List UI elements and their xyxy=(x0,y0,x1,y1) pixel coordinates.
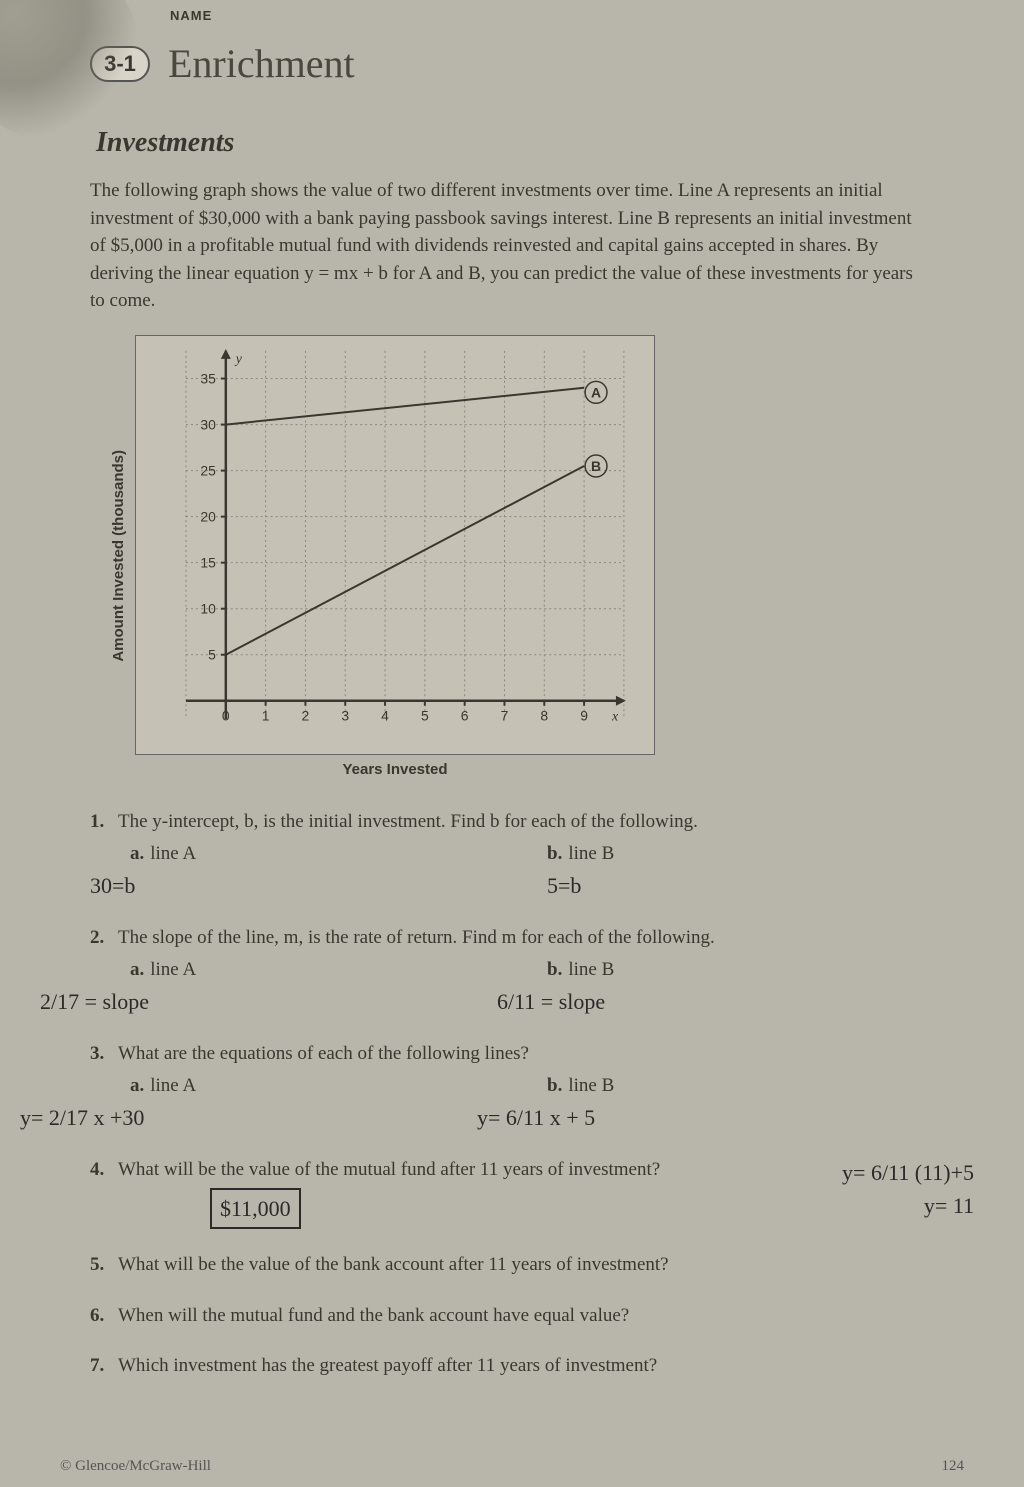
svg-text:30: 30 xyxy=(200,416,216,432)
q1b-answer: 5=b xyxy=(507,869,964,902)
svg-text:15: 15 xyxy=(200,554,216,570)
q-number: 7. xyxy=(90,1352,118,1381)
sub-label-b: b. xyxy=(547,1075,562,1096)
subtitle: Investments xyxy=(96,127,964,159)
svg-text:10: 10 xyxy=(200,600,216,616)
svg-text:35: 35 xyxy=(200,370,216,386)
name-label: NAME xyxy=(170,8,212,23)
q4-work1: y= 6/11 (11)+5 xyxy=(842,1156,974,1189)
page-header: 3-1 Enrichment xyxy=(90,40,964,87)
svg-text:7: 7 xyxy=(501,707,509,723)
svg-text:2: 2 xyxy=(302,707,310,723)
intro-paragraph: The following graph shows the value of t… xyxy=(90,177,930,315)
svg-text:3: 3 xyxy=(341,707,349,723)
question-7: 7. Which investment has the greatest pay… xyxy=(90,1352,964,1381)
questions-block: 1. The y-intercept, b, is the initial in… xyxy=(90,808,964,1381)
svg-text:8: 8 xyxy=(540,707,548,723)
q-number: 6. xyxy=(90,1302,118,1331)
question-1: 1. The y-intercept, b, is the initial in… xyxy=(90,808,964,902)
q-text: What are the equations of each of the fo… xyxy=(118,1040,529,1069)
svg-text:5: 5 xyxy=(208,646,216,662)
copyright: © Glencoe/McGraw-Hill xyxy=(60,1458,211,1475)
q3b: line B xyxy=(568,1075,614,1096)
question-2: 2. The slope of the line, m, is the rate… xyxy=(90,924,964,1018)
question-3: 3. What are the equations of each of the… xyxy=(90,1040,964,1134)
q-number: 5. xyxy=(90,1251,118,1280)
q4-work2: y= 11 xyxy=(842,1189,974,1222)
sub-label-a: a. xyxy=(130,1075,144,1096)
q3a-answer: y= 2/17 x +30 xyxy=(0,1101,437,1134)
page-footer: © Glencoe/McGraw-Hill 124 xyxy=(60,1458,964,1475)
sub-label-a: a. xyxy=(130,959,144,980)
q1a-answer: 30=b xyxy=(50,869,507,902)
q2b-answer: 6/11 = slope xyxy=(457,985,914,1018)
q2b: line B xyxy=(568,959,614,980)
q-text: What will be the value of the bank accou… xyxy=(118,1251,669,1280)
svg-text:y: y xyxy=(234,352,243,367)
svg-text:9: 9 xyxy=(580,707,588,723)
q2a: line A xyxy=(150,959,196,980)
svg-text:20: 20 xyxy=(200,508,216,524)
q-text: What will be the value of the mutual fun… xyxy=(118,1156,660,1185)
q-number: 1. xyxy=(90,808,118,837)
q3b-answer: y= 6/11 x + 5 xyxy=(437,1101,894,1134)
q2a-answer: 2/17 = slope xyxy=(0,985,457,1018)
q-number: 2. xyxy=(90,924,118,953)
sub-label-b: b. xyxy=(547,843,562,864)
question-4: 4. What will be the value of the mutual … xyxy=(90,1156,964,1230)
q4-answer-boxed: $11,000 xyxy=(210,1188,301,1229)
decorative-burst xyxy=(0,0,140,140)
x-axis-label: Years Invested xyxy=(342,761,447,778)
page-title: Enrichment xyxy=(168,40,355,87)
svg-text:25: 25 xyxy=(200,462,216,478)
q3a: line A xyxy=(150,1075,196,1096)
svg-text:A: A xyxy=(591,384,601,400)
svg-text:1: 1 xyxy=(262,707,270,723)
q-number: 3. xyxy=(90,1040,118,1069)
svg-text:0: 0 xyxy=(222,707,230,723)
chart-container: Amount Invested (thousands) 510152025303… xyxy=(110,335,964,778)
svg-text:5: 5 xyxy=(421,707,429,723)
y-axis-label: Amount Invested (thousands) xyxy=(110,450,127,662)
svg-text:x: x xyxy=(611,709,619,724)
page-number: 124 xyxy=(942,1458,965,1475)
q1a: line A xyxy=(150,843,196,864)
svg-text:6: 6 xyxy=(461,707,469,723)
q-text: When will the mutual fund and the bank a… xyxy=(118,1302,629,1331)
q-text: The slope of the line, m, is the rate of… xyxy=(118,924,715,953)
q-text: The y-intercept, b, is the initial inves… xyxy=(118,808,698,837)
investment-chart: 5 10 15 20 25 30 35 0 1 2 3 4 5 6 7 8 9 y x A B xyxy=(135,335,655,755)
sub-label-a: a. xyxy=(130,843,144,864)
question-5: 5. What will be the value of the bank ac… xyxy=(90,1251,964,1280)
q-text: Which investment has the greatest payoff… xyxy=(118,1352,657,1381)
svg-text:4: 4 xyxy=(381,707,389,723)
svg-text:B: B xyxy=(591,458,601,474)
q4-work: y= 6/11 (11)+5 y= 11 xyxy=(842,1156,974,1222)
sub-label-b: b. xyxy=(547,959,562,980)
question-6: 6. When will the mutual fund and the ban… xyxy=(90,1302,964,1331)
q1b: line B xyxy=(568,843,614,864)
q-number: 4. xyxy=(90,1156,118,1185)
